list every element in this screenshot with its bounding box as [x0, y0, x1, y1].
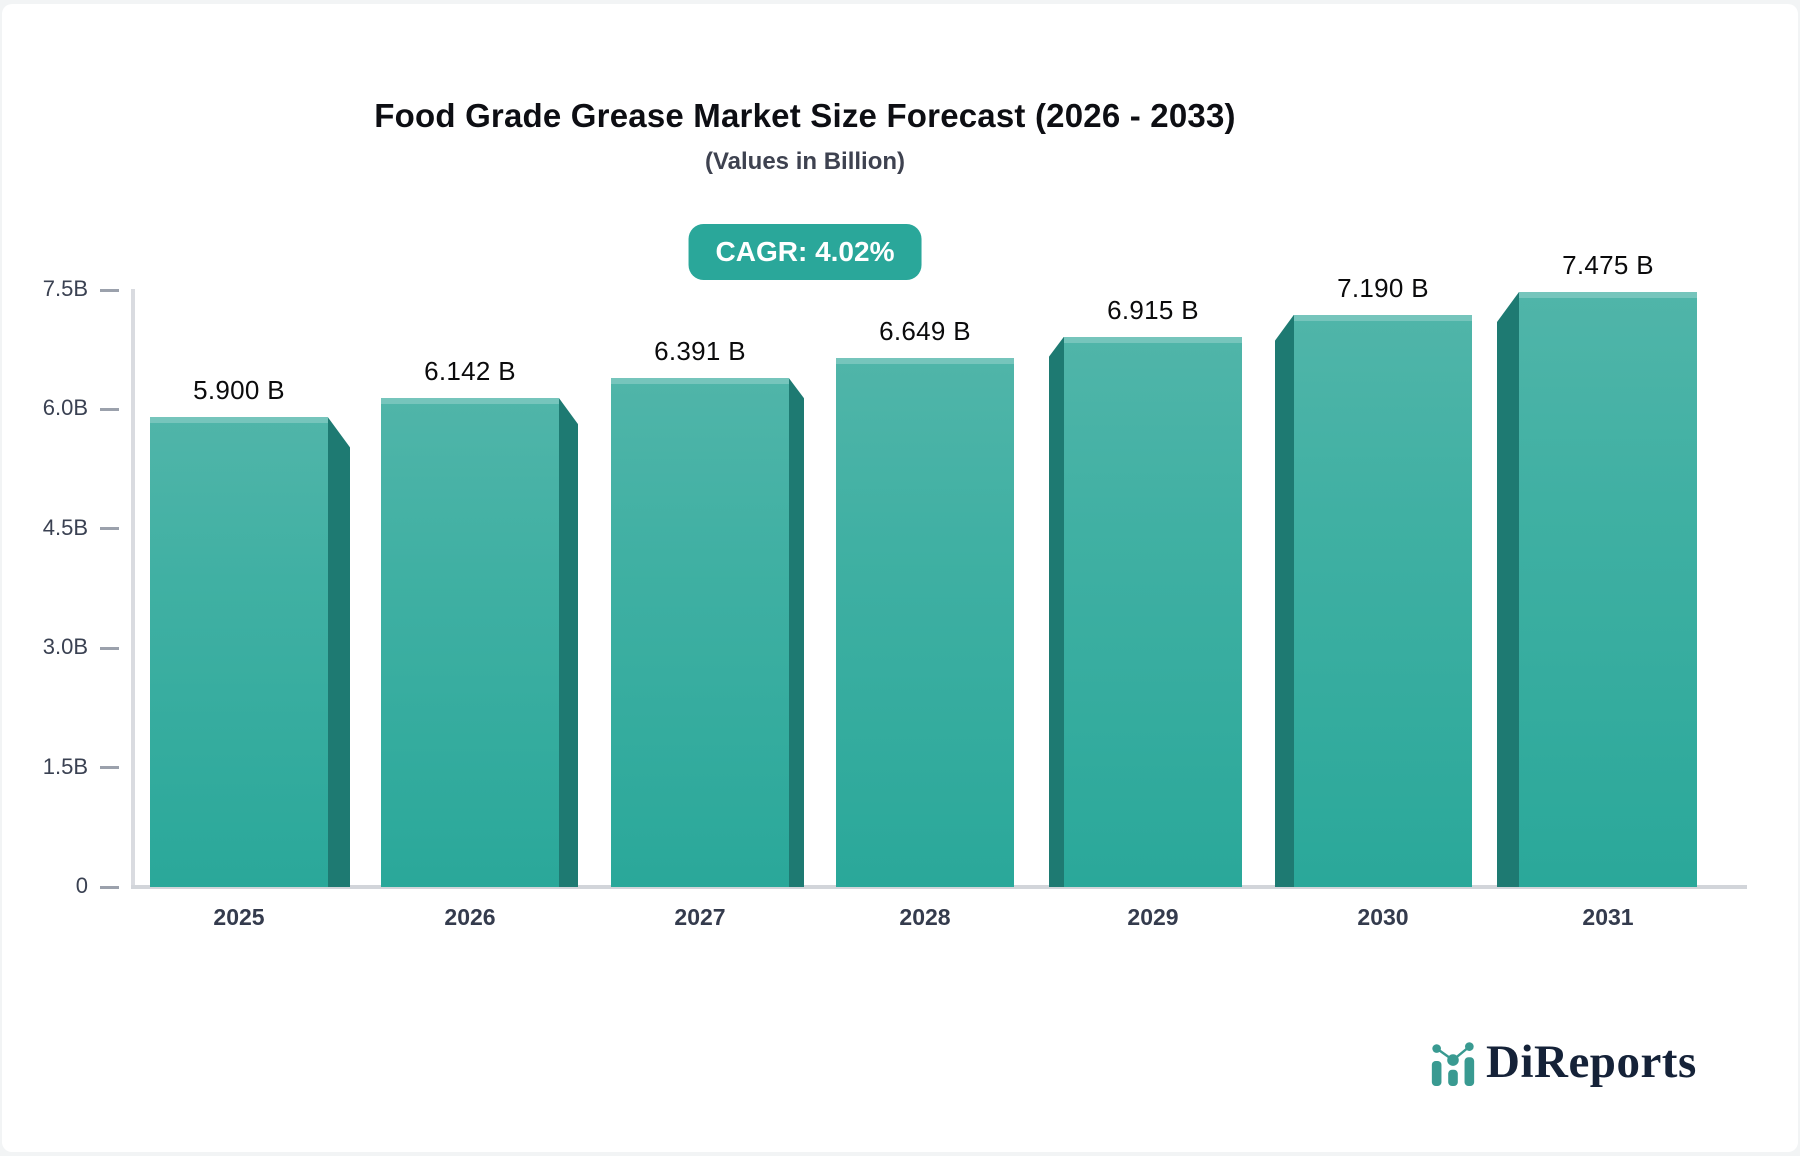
y-axis-tick-label: 4.5B [42, 514, 88, 540]
bar [381, 398, 559, 887]
y-axis-tick-label: 6.0B [42, 395, 88, 421]
y-axis-tick [100, 885, 119, 889]
bar-side-face [1275, 314, 1294, 887]
bar-side-face [328, 417, 350, 887]
cagr-badge: CAGR: 4.02% [688, 224, 922, 280]
bar-chart-logo-icon [1431, 1042, 1475, 1087]
bar-value-label: 7.475 B [1562, 249, 1654, 280]
bar [1519, 291, 1697, 887]
bar-value-label: 6.142 B [424, 356, 516, 387]
chart-title: Food Grade Grease Market Size Forecast (… [374, 97, 1236, 134]
direports-logo: DiReports [1428, 1033, 1697, 1091]
x-axis-label: 2025 [213, 904, 265, 930]
bar-value-label: 7.190 B [1337, 272, 1429, 303]
x-axis-label: 2031 [1582, 904, 1634, 930]
bar-value-label: 6.391 B [654, 336, 746, 367]
x-axis-label: 2026 [444, 904, 496, 930]
bar [150, 417, 328, 887]
bar-side-face [789, 378, 804, 887]
y-axis-tick [100, 288, 119, 292]
y-axis-tick [100, 646, 119, 650]
y-axis-tick-label: 7.5B [42, 276, 88, 301]
bar-value-label: 6.915 B [1107, 294, 1199, 325]
y-axis-line [131, 289, 135, 887]
bar-value-label: 6.649 B [879, 315, 971, 346]
logo-text: DiReports [1486, 1036, 1697, 1088]
bar-side-face [559, 398, 578, 887]
x-axis-label: 2029 [1127, 904, 1179, 930]
y-axis-tick-label: 3.0B [42, 634, 88, 660]
bar-value-label: 5.900 B [193, 375, 285, 406]
x-axis-label: 2030 [1357, 904, 1409, 930]
bar [1294, 314, 1472, 887]
y-axis-tick [100, 407, 119, 411]
bar-side-face [1497, 291, 1519, 887]
y-axis-tick [100, 527, 119, 531]
y-axis-tick-label: 1.5B [42, 753, 88, 779]
bar [611, 378, 789, 887]
chart-subtitle: (Values in Billion) [704, 148, 906, 175]
x-axis-label: 2028 [899, 904, 951, 930]
bar [836, 357, 1014, 887]
x-axis-line [131, 885, 1747, 889]
y-axis-tick-label: 0 [75, 873, 88, 898]
bar [1064, 336, 1242, 887]
x-axis-label: 2027 [674, 904, 726, 930]
y-axis-tick [100, 766, 119, 770]
bar-side-face [1049, 336, 1064, 887]
